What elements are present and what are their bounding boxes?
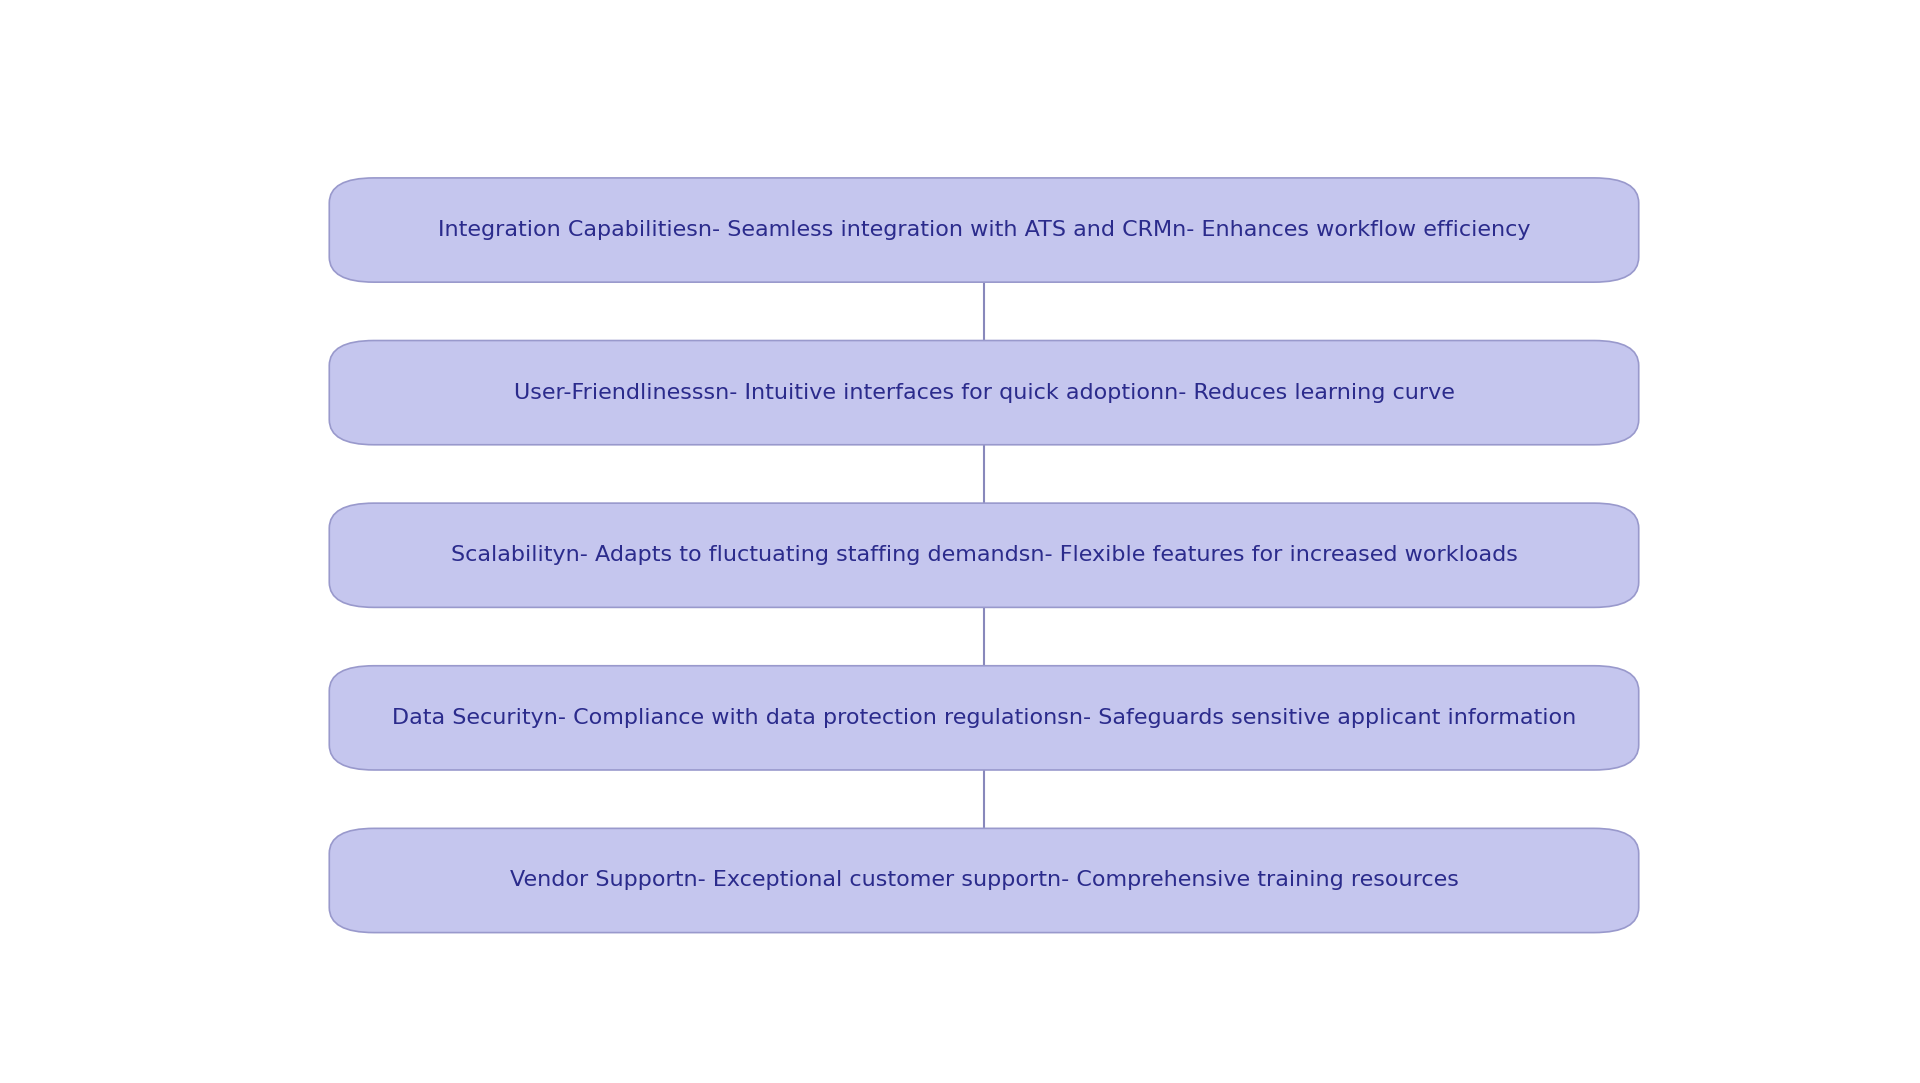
FancyBboxPatch shape xyxy=(330,828,1640,932)
Text: Integration Capabilitiesn- Seamless integration with ATS and CRMn- Enhances work: Integration Capabilitiesn- Seamless inte… xyxy=(438,220,1530,240)
Text: Data Securityn- Compliance with data protection regulationsn- Safeguards sensiti: Data Securityn- Compliance with data pro… xyxy=(392,708,1576,728)
FancyBboxPatch shape xyxy=(330,178,1640,283)
Text: Scalabilityn- Adapts to fluctuating staffing demandsn- Flexible features for inc: Scalabilityn- Adapts to fluctuating staf… xyxy=(451,545,1517,565)
FancyBboxPatch shape xyxy=(330,504,1640,608)
Text: User-Friendlinesssn- Intuitive interfaces for quick adoptionn- Reduces learning : User-Friendlinesssn- Intuitive interface… xyxy=(513,382,1455,403)
FancyBboxPatch shape xyxy=(330,666,1640,770)
FancyBboxPatch shape xyxy=(330,340,1640,445)
Text: Vendor Supportn- Exceptional customer supportn- Comprehensive training resources: Vendor Supportn- Exceptional customer su… xyxy=(509,871,1459,890)
